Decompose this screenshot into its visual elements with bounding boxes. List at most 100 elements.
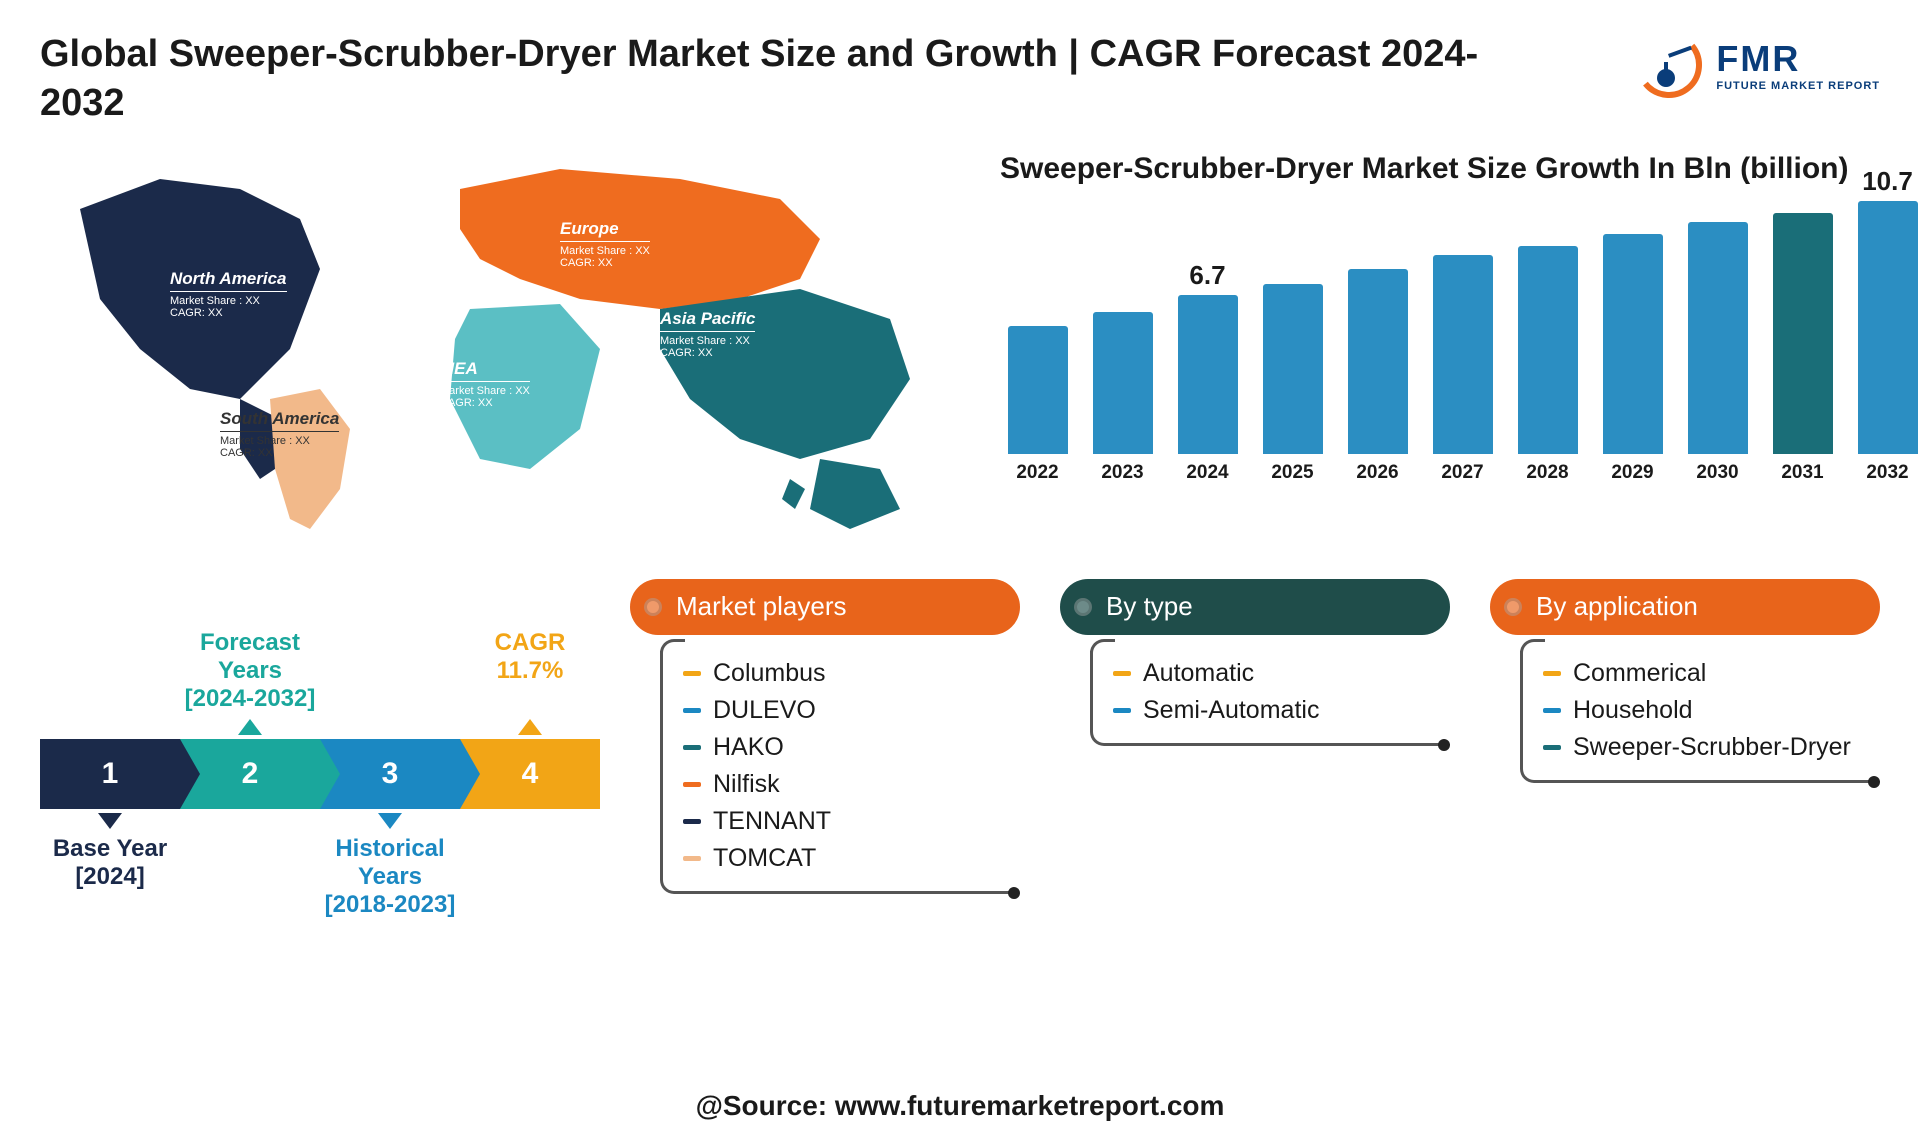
category-item-label: Commerical bbox=[1573, 659, 1706, 688]
bar-value-label: 10.7 bbox=[1862, 166, 1913, 197]
bar-year-label: 2032 bbox=[1866, 462, 1908, 484]
timeline-segment-4: 4 bbox=[460, 739, 600, 809]
bar-2026: 2026 bbox=[1340, 269, 1415, 483]
region-label-mea: MEAMarket Share : XXCAGR: XX bbox=[440, 359, 530, 409]
fmr-logo-icon bbox=[1634, 30, 1704, 100]
region-label-ap: Asia PacificMarket Share : XXCAGR: XX bbox=[660, 309, 755, 359]
category-header: Market players bbox=[630, 579, 1020, 635]
world-map: North AmericaMarket Share : XXCAGR: XX So… bbox=[40, 149, 970, 529]
category-item-label: TENNANT bbox=[713, 807, 831, 836]
bullet-icon bbox=[1113, 671, 1131, 676]
bar-year-label: 2029 bbox=[1611, 462, 1653, 484]
bar-year-label: 2031 bbox=[1781, 462, 1823, 484]
bar-year-label: 2026 bbox=[1356, 462, 1398, 484]
timeline-segment-2: 2 bbox=[180, 739, 320, 809]
bar bbox=[1008, 326, 1068, 454]
logo-fmr: FMR bbox=[1716, 38, 1880, 80]
category-item: Sweeper-Scrubber-Dryer bbox=[1543, 729, 1872, 766]
category-bracket: Commerical Household Sweeper-Scrubber-Drye… bbox=[1520, 651, 1872, 783]
category-item: TOMCAT bbox=[683, 840, 1012, 877]
category-item: HAKO bbox=[683, 729, 1012, 766]
category-item: Household bbox=[1543, 692, 1872, 729]
source-line: @Source: www.futuremarketreport.com bbox=[0, 1090, 1920, 1122]
bar bbox=[1518, 246, 1578, 454]
category-item: Nilfisk bbox=[683, 766, 1012, 803]
bar-2028: 2028 bbox=[1510, 246, 1585, 484]
bar bbox=[1348, 269, 1408, 453]
timeline-bottom-label: Base Year[2024] bbox=[40, 835, 180, 891]
arrow-down-icon bbox=[378, 813, 402, 829]
bar-year-label: 2027 bbox=[1441, 462, 1483, 484]
category-item: Columbus bbox=[683, 655, 1012, 692]
bar-2027: 2027 bbox=[1425, 255, 1500, 484]
bar-year-label: 2024 bbox=[1186, 462, 1228, 484]
bar-2022: 2022 bbox=[1000, 326, 1075, 484]
category-item-label: Columbus bbox=[713, 659, 826, 688]
category-item-label: DULEVO bbox=[713, 696, 816, 725]
bar-2025: 2025 bbox=[1255, 284, 1330, 484]
dot-icon bbox=[644, 598, 662, 616]
bar bbox=[1263, 284, 1323, 454]
category-item: Commerical bbox=[1543, 655, 1872, 692]
chart-bars: 2022 20236.72024 2025 2026 2027 2028 2029 2030 2… bbox=[1000, 194, 1920, 484]
category-item: TENNANT bbox=[683, 803, 1012, 840]
arrow-up-icon bbox=[238, 719, 262, 735]
bullet-icon bbox=[1113, 708, 1131, 713]
category-title: By application bbox=[1536, 591, 1698, 622]
bullet-icon bbox=[683, 708, 701, 713]
category-item-label: TOMCAT bbox=[713, 844, 816, 873]
region-label-na: North AmericaMarket Share : XXCAGR: XX bbox=[170, 269, 287, 319]
category-item-label: HAKO bbox=[713, 733, 784, 762]
logo-subtitle: FUTURE MARKET REPORT bbox=[1716, 80, 1880, 92]
bar-year-label: 2030 bbox=[1696, 462, 1738, 484]
bar-2031: 2031 bbox=[1765, 213, 1840, 484]
region-label-sa: South AmericaMarket Share : XXCAGR: XX bbox=[220, 409, 339, 459]
timeline-bottom-label: Historical Years[2018-2023] bbox=[320, 835, 460, 919]
bar bbox=[1603, 234, 1663, 454]
chart-title: Sweeper-Scrubber-Dryer Market Size Growt… bbox=[1000, 149, 1920, 188]
category-bracket: Automatic Semi-Automatic bbox=[1090, 651, 1442, 746]
bar-2032: 10.7 2032 bbox=[1850, 166, 1920, 484]
bullet-icon bbox=[1543, 745, 1561, 750]
bar-year-label: 2025 bbox=[1271, 462, 1313, 484]
timeline-segment-3: 3 bbox=[320, 739, 460, 809]
bar-2030: 2030 bbox=[1680, 222, 1755, 484]
timeline-top-label: CAGR11.7% bbox=[460, 629, 600, 685]
category-item-label: Semi-Automatic bbox=[1143, 696, 1319, 725]
bar bbox=[1093, 312, 1153, 454]
bullet-icon bbox=[683, 856, 701, 861]
bar-2023: 2023 bbox=[1085, 312, 1160, 484]
timeline-segment-1: 1 bbox=[40, 739, 180, 809]
category-bracket: Columbus DULEVO HAKO Nilfisk TENNANT TOMCAT bbox=[660, 651, 1012, 894]
bullet-icon bbox=[683, 671, 701, 676]
bullet-icon bbox=[1543, 708, 1561, 713]
category-item-label: Automatic bbox=[1143, 659, 1254, 688]
category-item-label: Sweeper-Scrubber-Dryer bbox=[1573, 733, 1851, 762]
bar bbox=[1858, 201, 1918, 454]
page-title: Global Sweeper-Scrubber-Dryer Market Siz… bbox=[40, 30, 1540, 129]
category-item: DULEVO bbox=[683, 692, 1012, 729]
arrow-up-icon bbox=[518, 719, 542, 735]
category-item: Automatic bbox=[1113, 655, 1442, 692]
category-header: By type bbox=[1060, 579, 1450, 635]
arrow-down-icon bbox=[98, 813, 122, 829]
bar bbox=[1773, 213, 1833, 454]
category-header: By application bbox=[1490, 579, 1880, 635]
dot-icon bbox=[1504, 598, 1522, 616]
header: Global Sweeper-Scrubber-Dryer Market Siz… bbox=[40, 30, 1880, 129]
timeline-top-label: Forecast Years[2024-2032] bbox=[180, 629, 320, 713]
bar-year-label: 2022 bbox=[1016, 462, 1058, 484]
map-svg bbox=[40, 149, 970, 529]
bullet-icon bbox=[683, 745, 701, 750]
lower-row: Forecast Years[2024-2032]CAGR11.7% 1234 … bbox=[40, 579, 1880, 919]
bar bbox=[1688, 222, 1748, 454]
category-title: Market players bbox=[676, 591, 847, 622]
bar-2024: 6.72024 bbox=[1170, 260, 1245, 483]
category-item: Semi-Automatic bbox=[1113, 692, 1442, 729]
category-0: Market players Columbus DULEVO HAKO Nilfisk T… bbox=[630, 579, 1020, 894]
upper-row: North AmericaMarket Share : XXCAGR: XX So… bbox=[40, 149, 1880, 529]
bullet-icon bbox=[683, 819, 701, 824]
dot-icon bbox=[1074, 598, 1092, 616]
bullet-icon bbox=[683, 782, 701, 787]
category-2: By application Commerical Household Sweeper… bbox=[1490, 579, 1880, 894]
